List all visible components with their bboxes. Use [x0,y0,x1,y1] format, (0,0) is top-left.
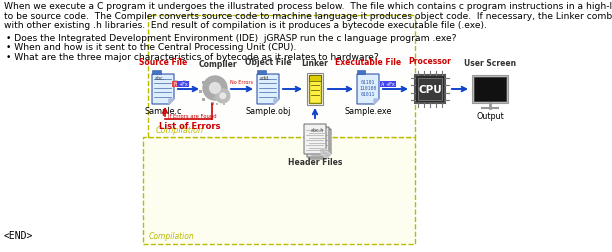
Circle shape [203,77,227,101]
FancyBboxPatch shape [143,137,415,244]
FancyBboxPatch shape [474,78,506,102]
Polygon shape [321,149,326,154]
Text: When we execute a C program it undergoes the illustrated process below.  The fil: When we execute a C program it undergoes… [4,2,612,11]
FancyBboxPatch shape [216,91,218,93]
Text: +F×: +F× [179,79,191,84]
Polygon shape [257,75,279,105]
FancyBboxPatch shape [211,78,214,81]
Text: 01101: 01101 [361,79,375,84]
Text: 01011: 01011 [361,91,375,96]
FancyBboxPatch shape [219,82,222,85]
FancyBboxPatch shape [309,76,321,82]
Polygon shape [304,124,326,154]
Text: Processor: Processor [409,57,452,66]
Text: 110100: 110100 [359,85,376,90]
Text: • When and how is it sent to the Central Processing Unit (CPU).: • When and how is it sent to the Central… [6,43,296,52]
Text: F×: F× [174,79,182,84]
FancyBboxPatch shape [472,76,508,104]
FancyBboxPatch shape [216,104,218,105]
Text: Object File: Object File [245,58,291,67]
Polygon shape [324,152,329,158]
FancyBboxPatch shape [148,16,415,137]
Text: User Screen: User Screen [464,59,516,68]
Text: No Errors: No Errors [230,80,253,85]
FancyBboxPatch shape [415,76,445,104]
Circle shape [220,94,226,99]
FancyBboxPatch shape [198,90,201,93]
FancyBboxPatch shape [152,71,161,75]
Text: Sample.obj: Sample.obj [245,107,291,115]
Text: Source File: Source File [139,58,187,67]
Polygon shape [326,154,331,159]
Text: Ai: Ai [381,82,386,87]
FancyBboxPatch shape [309,76,321,104]
Text: abc.h: abc.h [311,127,324,132]
FancyBboxPatch shape [418,79,442,101]
Circle shape [209,83,220,94]
Polygon shape [357,75,379,105]
Text: Header Files: Header Files [288,158,342,166]
Polygon shape [274,100,279,105]
FancyBboxPatch shape [202,99,205,102]
Text: Compiler: Compiler [199,60,237,69]
Text: Linker: Linker [302,59,329,68]
Circle shape [216,89,230,103]
Text: CPU: CPU [418,85,442,94]
Text: with other existing .h libraries.  End result of compilation is it produces a by: with other existing .h libraries. End re… [4,21,487,30]
FancyBboxPatch shape [357,71,365,75]
Text: +Fx: +Fx [178,82,188,87]
Text: Output: Output [476,112,504,120]
FancyBboxPatch shape [213,98,215,99]
Text: Sample.exe: Sample.exe [345,107,392,115]
Text: Sample.c: Sample.c [144,107,182,115]
FancyBboxPatch shape [223,90,225,93]
FancyBboxPatch shape [219,99,222,102]
Text: • Does the Integrated Development Environment (IDE)  jGRASP run the c language p: • Does the Integrated Development Enviro… [6,33,457,42]
FancyBboxPatch shape [227,98,229,99]
Text: +Fx: +Fx [385,82,395,87]
Text: to be source code.  The Compiler converts source code to machine language it pro: to be source code. The Compiler converts… [4,11,612,20]
FancyBboxPatch shape [202,82,205,85]
Text: If Errors are Found: If Errors are Found [168,114,217,118]
FancyBboxPatch shape [257,71,266,75]
Polygon shape [169,100,174,105]
Text: Fx: Fx [173,82,179,87]
Text: Compilation: Compilation [156,125,204,135]
FancyBboxPatch shape [223,104,225,105]
FancyBboxPatch shape [211,102,214,105]
Polygon shape [307,128,329,158]
Text: abc.: abc. [155,75,165,80]
Text: List of Errors: List of Errors [159,121,220,131]
Text: Compilation: Compilation [149,231,195,240]
Polygon shape [152,75,174,105]
Text: <END>: <END> [4,230,34,240]
Text: Executable File: Executable File [335,58,401,67]
FancyBboxPatch shape [223,91,225,93]
Polygon shape [374,100,379,105]
Text: add.: add. [259,75,271,80]
Text: • What are the three major characteristics of bytecode as it relates to hardware: • What are the three major characteristi… [6,52,379,61]
Polygon shape [309,130,331,159]
